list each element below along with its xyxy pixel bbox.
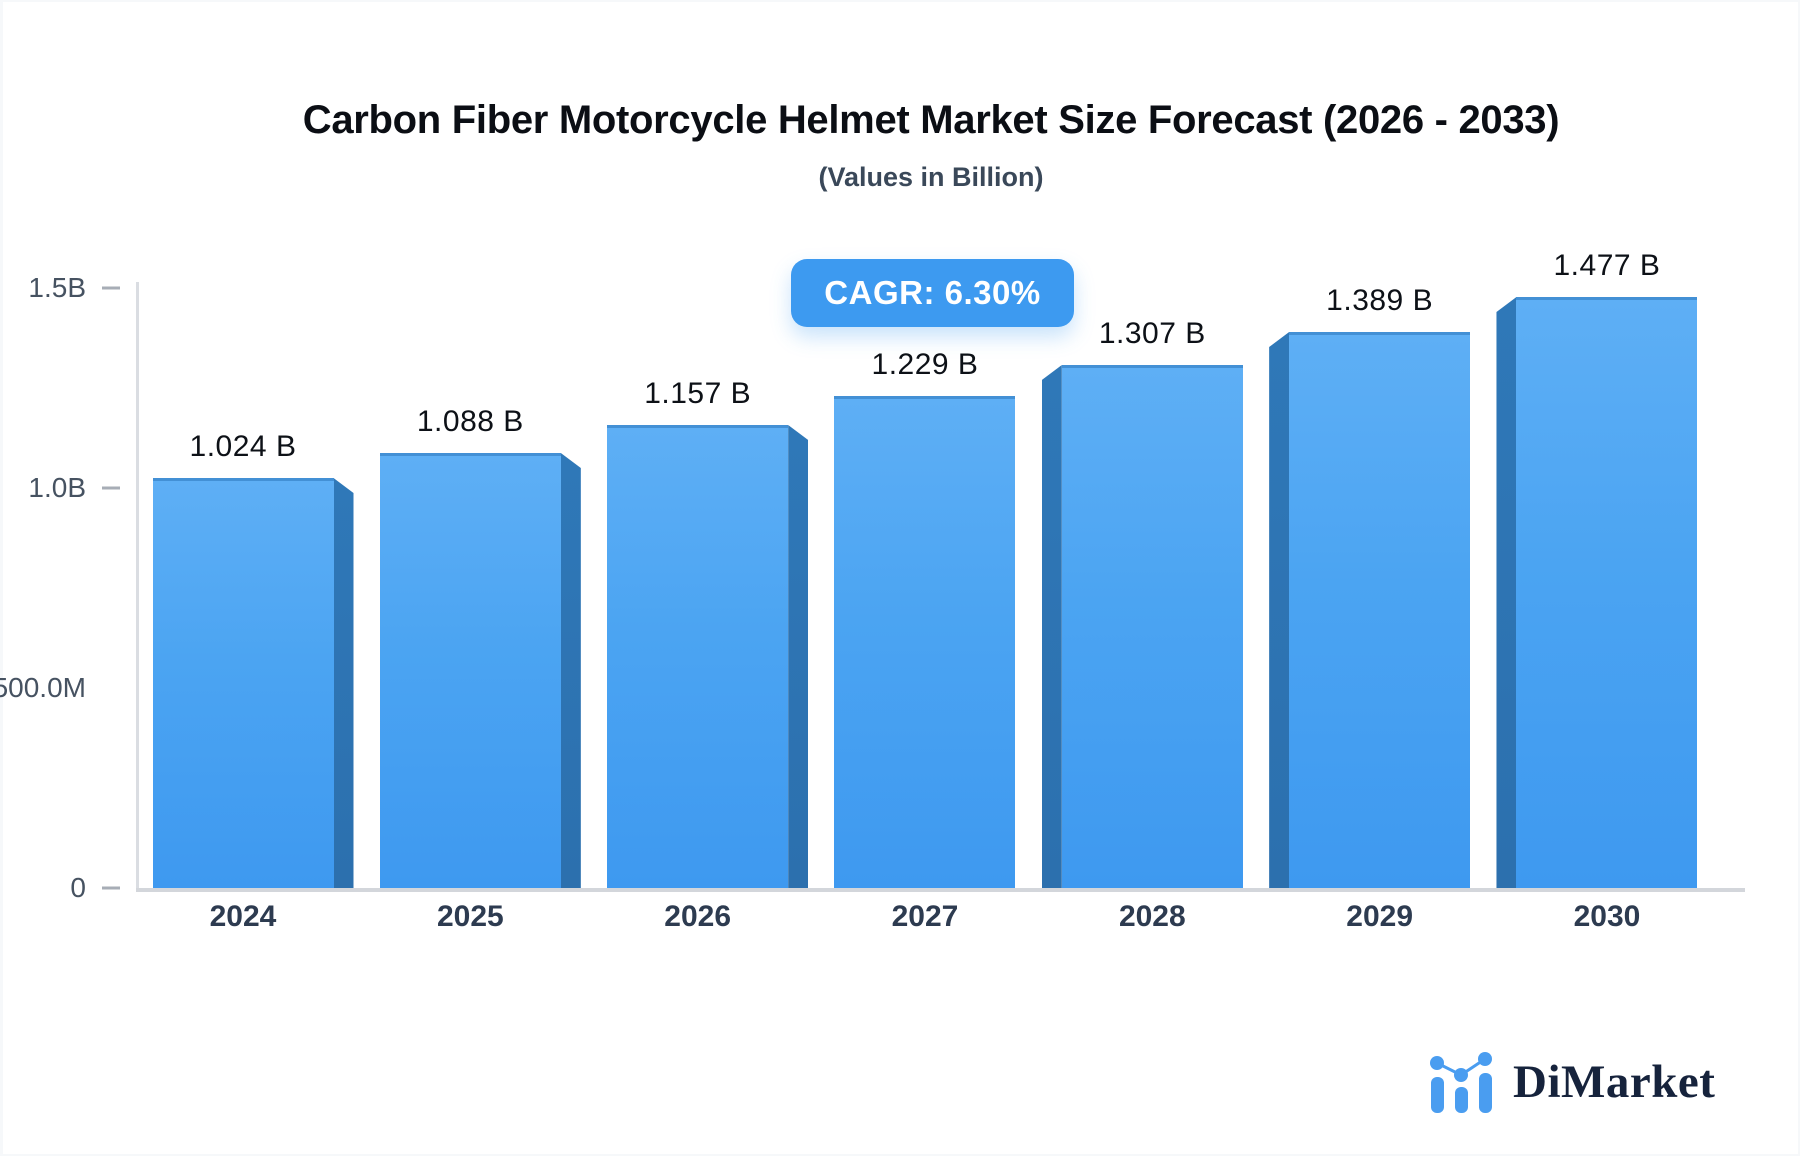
brand-logo: DiMarket — [1427, 1042, 1757, 1122]
bar-value-label-2025: 1.088 B — [416, 405, 524, 438]
logo-bars-icon — [1430, 1052, 1492, 1113]
y-tick-mark — [102, 286, 120, 290]
bar-side-2028 — [1041, 365, 1062, 888]
bar-value-label-2029: 1.389 B — [1326, 284, 1434, 317]
page-title: Carbon Fiber Motorcycle Helmet Market Si… — [302, 98, 1560, 142]
x-tick-label-2027: 2027 — [891, 900, 959, 933]
bar-2024[interactable] — [152, 478, 354, 888]
bar-2028[interactable] — [1041, 365, 1243, 888]
bar-value-label-2027: 1.229 B — [871, 348, 979, 381]
y-tick-label-1.5B: 1.5B — [28, 272, 86, 303]
bar-2030[interactable] — [1496, 297, 1698, 888]
bar-2025[interactable] — [379, 453, 581, 888]
bar-2029[interactable] — [1269, 332, 1471, 888]
y-tick-mark — [102, 486, 120, 490]
x-tick-label-2026: 2026 — [664, 900, 732, 933]
cagr-badge: CAGR: 6.30% — [791, 259, 1074, 327]
bar-face-2025 — [379, 453, 561, 888]
x-tick-label-2029: 2029 — [1346, 900, 1414, 933]
y-tick-mark — [102, 886, 120, 890]
bar-face-2029 — [1289, 332, 1471, 888]
bar-2026[interactable] — [607, 425, 809, 888]
bar-face-2028 — [1061, 365, 1243, 888]
bar-face-2026 — [607, 425, 789, 888]
x-tick-label-2030: 2030 — [1573, 900, 1641, 933]
y-tick-label-500.0M: 500.0M — [0, 672, 86, 703]
bar-side-2029 — [1269, 332, 1290, 888]
x-tick-label-2024: 2024 — [209, 900, 277, 933]
bar-value-label-2026: 1.157 B — [644, 377, 752, 410]
bar-2027[interactable] — [834, 396, 1016, 888]
logo-text: DiMarket — [1513, 1056, 1716, 1108]
x-tick-label-2028: 2028 — [1118, 900, 1186, 933]
x-tick-label-2025: 2025 — [436, 900, 504, 933]
bar-face-2024 — [152, 478, 334, 888]
y-tick-label-1.0B: 1.0B — [28, 472, 86, 503]
bar-face-2027 — [834, 396, 1016, 888]
y-tick-label-0: 0 — [70, 872, 86, 903]
y-axis-line — [136, 282, 139, 892]
bar-side-2024 — [333, 478, 354, 888]
bar-face-2030 — [1516, 297, 1698, 888]
bar-side-2030 — [1496, 297, 1517, 888]
bar-value-label-2030: 1.477 B — [1553, 249, 1661, 282]
page-subtitle: (Values in Billion) — [818, 162, 1044, 192]
bar-value-label-2024: 1.024 B — [189, 430, 297, 463]
x-axis-baseline — [136, 888, 1745, 892]
bar-value-label-2028: 1.307 B — [1098, 317, 1206, 350]
bar-side-2026 — [788, 425, 809, 888]
bar-side-2025 — [560, 453, 581, 888]
